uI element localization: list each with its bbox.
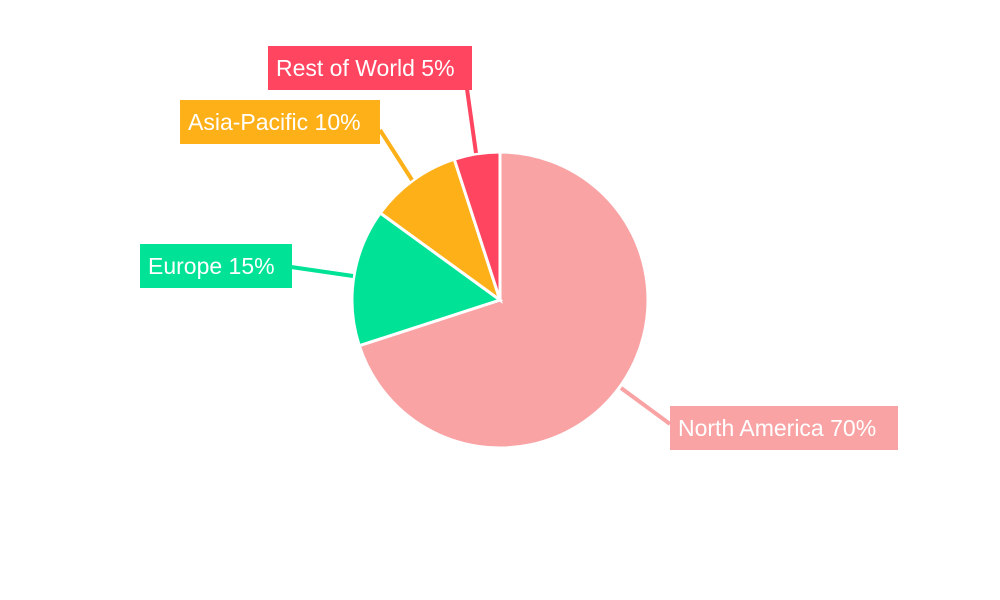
slice-europe xyxy=(350,210,504,348)
leader-line-rest-of-world xyxy=(465,88,478,154)
leader-line-north-america xyxy=(619,386,672,426)
leader-line-asia-pacific xyxy=(378,128,414,182)
slice-north-america xyxy=(357,150,650,450)
label-north-america: North America 70% xyxy=(670,406,898,450)
leader-line-europe xyxy=(290,265,354,278)
slice-asia-pacific xyxy=(378,157,503,304)
slice-rest-of-world xyxy=(452,150,502,301)
label-europe: Europe 15% xyxy=(140,244,292,288)
label-rest-of-world: Rest of World 5% xyxy=(268,46,472,90)
label-asia-pacific: Asia-Pacific 10% xyxy=(180,100,380,144)
